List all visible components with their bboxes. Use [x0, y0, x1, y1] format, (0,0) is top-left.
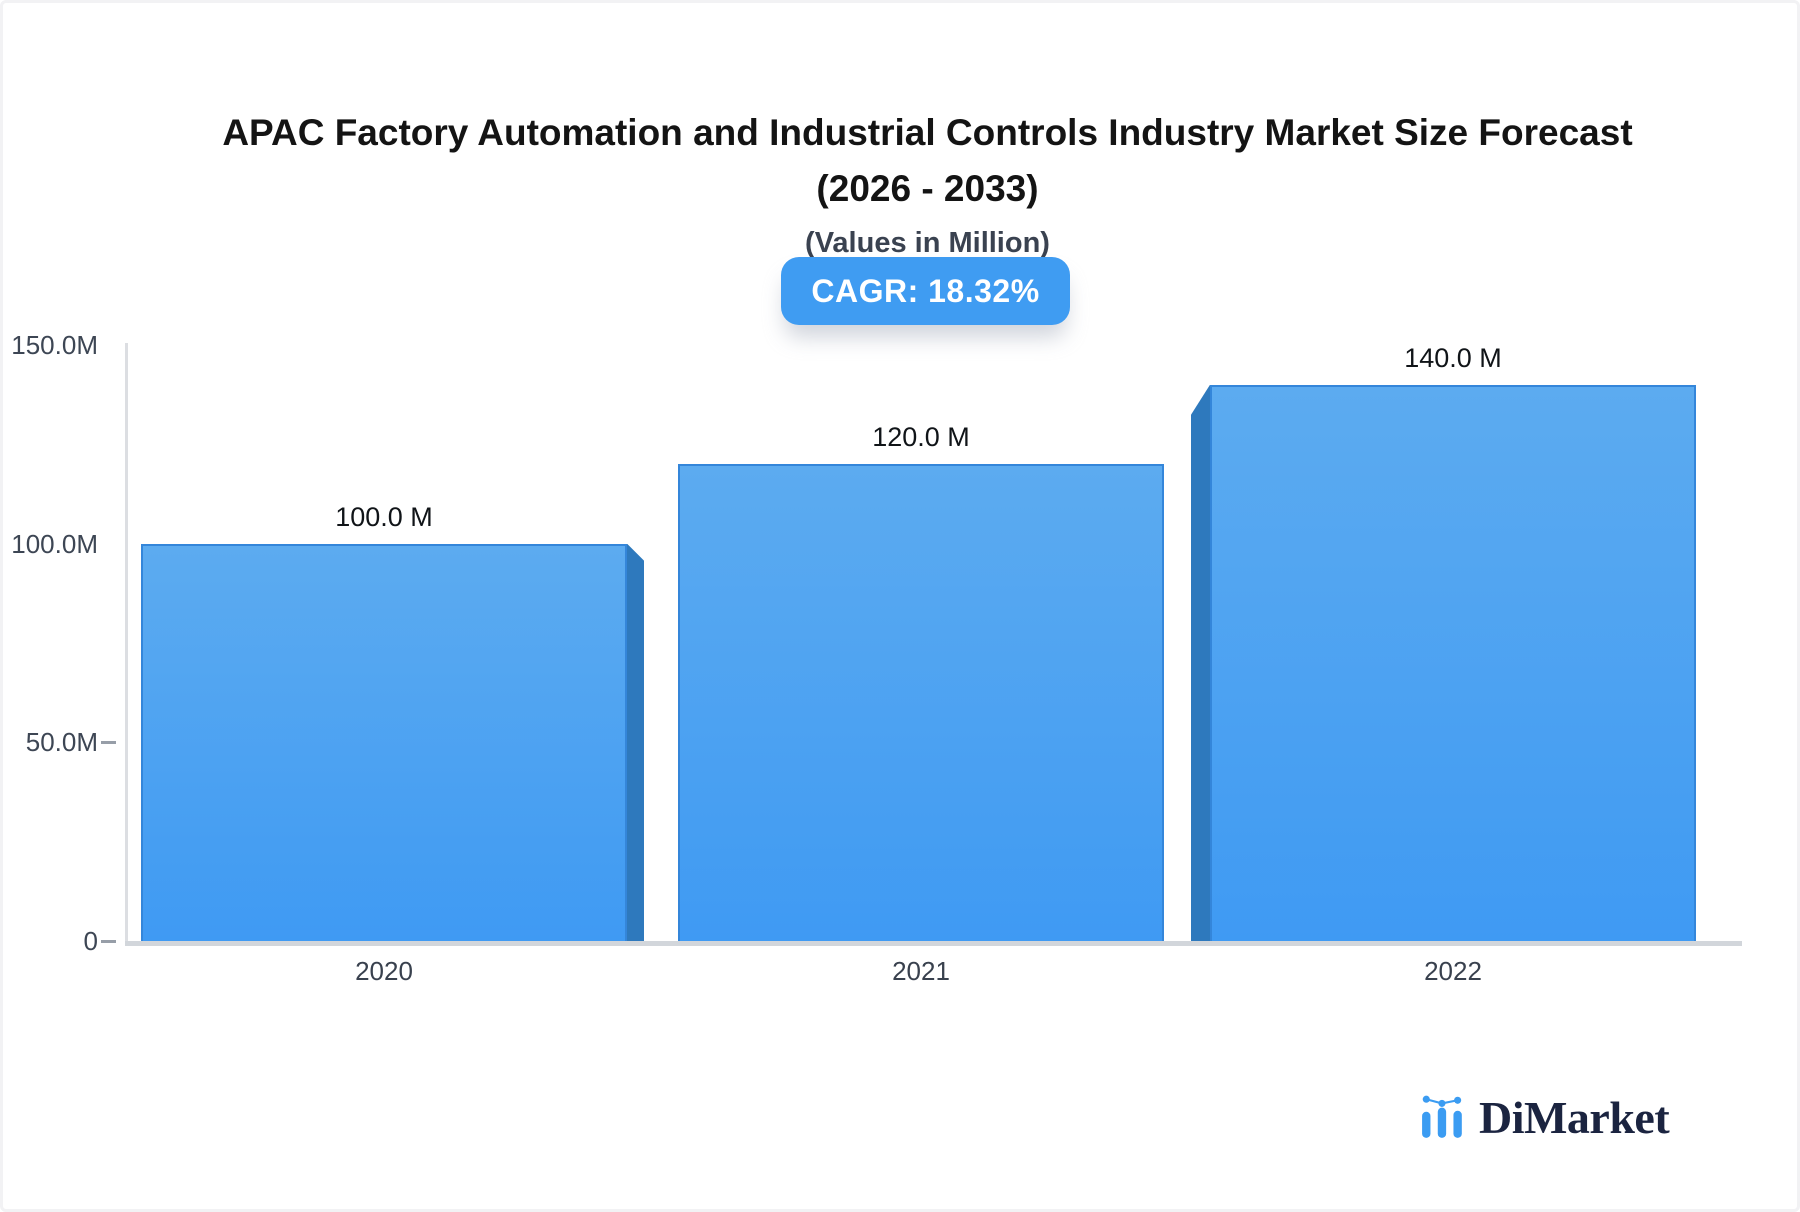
chart-title-line2: (2026 - 2033)	[816, 168, 1039, 209]
y-tick-label: 50.0M	[25, 727, 98, 758]
bar-value-label: 120.0 M	[872, 422, 970, 453]
x-tick-label: 2021	[892, 956, 950, 986]
y-tick-mark	[101, 939, 116, 943]
bar-value-label: 140.0 M	[1404, 342, 1502, 373]
y-tick-label: 100.0M	[11, 528, 98, 559]
chart-subtitle: (Values in Million)	[805, 227, 1050, 259]
chart-title-line1: APAC Factory Automation and Industrial C…	[222, 112, 1633, 153]
bar	[678, 464, 1164, 941]
dimarket-logo: DiMarket	[1420, 1086, 1670, 1148]
y-tick-label: 150.0M	[11, 330, 98, 360]
logo-text: DiMarket	[1479, 1091, 1670, 1143]
y-tick-mark	[101, 740, 116, 744]
mini-bar-chart-icon	[1422, 1095, 1462, 1138]
cagr-badge: CAGR: 18.32%	[781, 257, 1070, 325]
x-tick-label: 2022	[1424, 956, 1482, 986]
bar	[1210, 384, 1696, 941]
bar-3d-side	[627, 543, 644, 941]
cagr-badge-text: CAGR: 18.32%	[811, 272, 1040, 309]
y-axis-line	[125, 343, 128, 945]
bar-3d-side	[1191, 384, 1210, 941]
y-tick-label: 0	[83, 926, 98, 956]
bar	[141, 543, 627, 941]
x-axis-line	[125, 941, 1742, 946]
x-tick-label: 2020	[355, 956, 413, 986]
bar-value-label: 100.0 M	[335, 501, 433, 532]
